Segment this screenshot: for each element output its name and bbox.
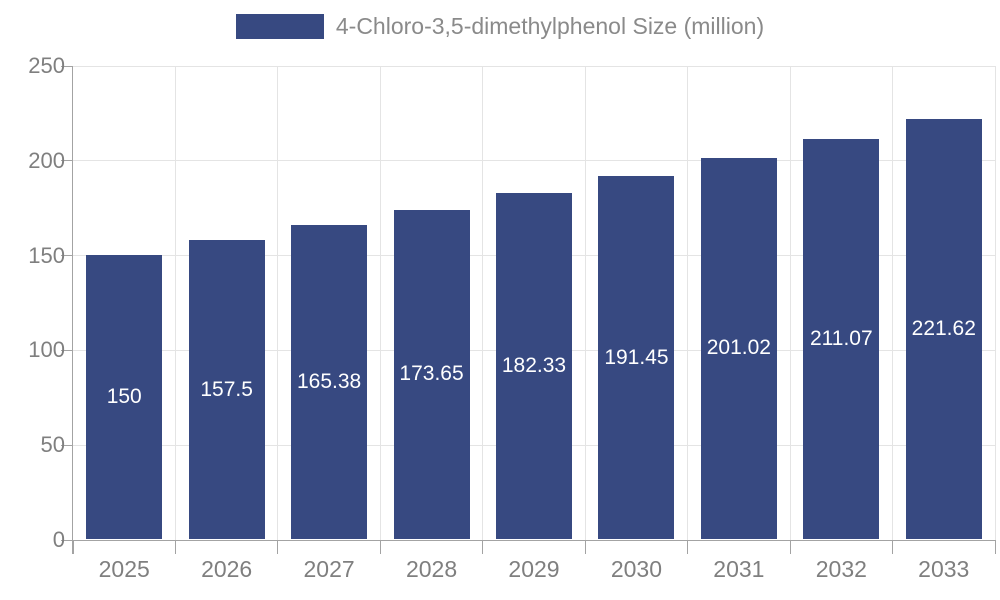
grid-line-v <box>482 66 484 540</box>
x-axis-label: 2031 <box>713 556 765 582</box>
x-axis-label: 2030 <box>610 556 663 582</box>
x-axis-tick <box>277 540 279 554</box>
bar-value-label: 201.02 <box>706 336 771 360</box>
grid-line-v <box>892 66 894 540</box>
grid-line-v <box>174 66 176 540</box>
x-axis-label: 2026 <box>201 556 253 582</box>
x-axis-label: 2029 <box>508 556 560 582</box>
y-axis-label: 100 <box>28 337 65 363</box>
grid-line-h <box>73 160 995 162</box>
bar-value-label: 165.38 <box>296 370 362 394</box>
y-axis-tick <box>61 539 73 541</box>
y-axis-tick <box>61 444 73 446</box>
bar-value-label: 157.5 <box>200 377 253 401</box>
x-axis-tick <box>892 540 894 554</box>
grid-line-h <box>73 65 995 67</box>
bar: 201.02 <box>700 157 777 539</box>
bar: 165.38 <box>291 225 368 539</box>
grid-line-v <box>379 66 381 540</box>
bar: 221.62 <box>905 118 982 539</box>
x-axis-tick <box>379 540 381 554</box>
bar: 157.5 <box>188 240 265 539</box>
bar: 173.65 <box>393 209 470 539</box>
x-axis-tick <box>687 540 689 554</box>
y-axis-label: 200 <box>28 147 65 173</box>
y-axis-line <box>72 66 73 554</box>
x-axis-tick <box>174 540 176 554</box>
grid-line-v <box>687 66 689 540</box>
plot-area: 0 50 100 150 200 250 2025 2026 2027 2028 2029 2030 2… <box>28 53 996 582</box>
x-axis-tick <box>994 540 996 554</box>
x-axis-tick <box>584 540 586 554</box>
grid-line-v <box>584 66 586 540</box>
x-axis-label: 2025 <box>98 556 150 582</box>
y-axis-tick <box>61 65 73 67</box>
bar-value-label: 191.45 <box>604 345 669 369</box>
grid-line-v <box>994 66 996 540</box>
legend-swatch <box>235 14 324 39</box>
x-axis-label: 2032 <box>815 556 867 582</box>
x-axis-label: 2033 <box>918 556 970 582</box>
y-axis-label: 250 <box>28 53 65 78</box>
chart-legend: 4-Chloro-3,5-dimethylphenol Size (millio… <box>0 13 1000 40</box>
y-axis-label: 50 <box>40 432 65 458</box>
bar-value-label: 150 <box>106 384 142 408</box>
y-axis-tick <box>61 349 73 351</box>
bar-value-label: 173.65 <box>399 362 464 386</box>
x-axis-tick <box>789 540 791 554</box>
y-axis-tick <box>61 160 73 162</box>
grid-line-v <box>789 66 791 540</box>
y-axis-label: 0 <box>52 527 65 552</box>
bar: 191.45 <box>598 176 675 539</box>
y-axis-tick <box>61 255 73 257</box>
bar: 150 <box>86 254 163 539</box>
x-axis-tick <box>482 540 484 554</box>
bar-value-label: 182.33 <box>501 354 567 378</box>
x-axis-tick <box>72 540 74 554</box>
bar-value-label: 211.07 <box>809 326 873 350</box>
grid-line-v <box>277 66 279 540</box>
x-axis-label: 2027 <box>303 556 355 582</box>
bar-value-label: 221.62 <box>911 316 976 340</box>
bar: 182.33 <box>496 193 572 539</box>
bar: 211.07 <box>803 138 880 539</box>
x-axis-label: 2028 <box>405 556 458 582</box>
y-axis-label: 150 <box>28 242 65 268</box>
x-axis-line <box>61 540 995 541</box>
legend-label: 4-Chloro-3,5-dimethylphenol Size (millio… <box>335 13 765 39</box>
